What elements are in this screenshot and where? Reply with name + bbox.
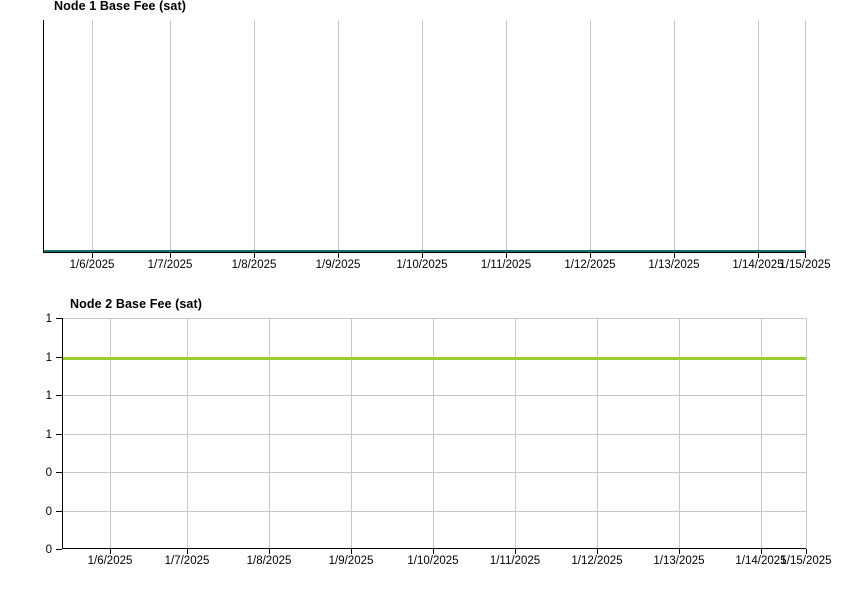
x-tick-mark xyxy=(269,549,270,554)
gridline-vertical xyxy=(170,20,171,253)
y-tick-mark: 0 xyxy=(46,467,62,479)
x-axis-label: 1/12/2025 xyxy=(564,259,616,271)
gridline-vertical xyxy=(422,20,423,253)
gridline-vertical xyxy=(674,20,675,253)
chart-1-title: Node 1 Base Fee (sat) xyxy=(54,0,187,13)
y-axis-label: 0 xyxy=(45,505,52,518)
y-tick-mark: 1 xyxy=(46,313,62,325)
chart-1-y-axis xyxy=(43,20,44,253)
x-axis-label: 1/6/2025 xyxy=(69,259,115,271)
x-tick-mark xyxy=(254,253,255,258)
gridline-vertical xyxy=(679,318,680,549)
y-axis-label: 1 xyxy=(45,390,52,402)
series-line-node-2 xyxy=(62,356,806,360)
y-tick-mark: 1 xyxy=(46,429,62,441)
y-axis-label: 1 xyxy=(45,351,52,364)
x-tick-mark xyxy=(806,549,807,554)
gridline-horizontal xyxy=(62,472,806,473)
x-tick-mark xyxy=(758,253,759,258)
x-axis-label: 1/9/2025 xyxy=(328,555,374,567)
gridline-horizontal xyxy=(62,433,806,435)
gridline-vertical xyxy=(590,20,591,253)
x-tick-mark xyxy=(761,549,762,554)
x-tick-mark xyxy=(170,253,171,258)
y-tick-mark: 1 xyxy=(46,390,62,402)
x-tick-mark xyxy=(679,549,680,554)
x-tick-mark xyxy=(674,253,675,258)
gridline-vertical xyxy=(515,318,516,549)
gridline-vertical xyxy=(597,318,598,549)
x-axis-label: 1/7/2025 xyxy=(164,555,210,567)
x-axis-label: 1/11/2025 xyxy=(489,555,541,567)
x-tick-mark xyxy=(422,253,423,258)
x-tick-mark xyxy=(338,253,339,258)
x-tick-mark xyxy=(110,549,111,554)
gridline-vertical xyxy=(433,318,434,549)
gridline-vertical xyxy=(254,20,255,253)
series-line-node-1 xyxy=(43,250,806,252)
chart-2-y-axis xyxy=(62,318,63,549)
x-axis-label: 1/7/2025 xyxy=(147,259,193,271)
x-axis-label: 1/15/2025 xyxy=(779,259,831,271)
x-axis-label: 1/10/2025 xyxy=(407,555,459,567)
gridline-vertical xyxy=(806,318,807,549)
y-axis-label: 0 xyxy=(45,544,52,556)
gridline-horizontal xyxy=(62,510,806,512)
x-tick-mark xyxy=(351,549,352,554)
x-tick-mark xyxy=(590,253,591,258)
chart-1-x-axis xyxy=(43,252,806,253)
gridline-horizontal xyxy=(62,395,806,396)
y-tick-mark: 0 xyxy=(46,544,62,556)
x-tick-mark xyxy=(187,549,188,554)
x-axis-label: 1/9/2025 xyxy=(315,259,361,271)
chart-node-1-base-fee: Node 1 Base Fee (sat) 1/6/2025 1/7/2025 xyxy=(0,0,860,290)
x-axis-label: 1/13/2025 xyxy=(653,555,705,567)
x-tick-mark xyxy=(433,549,434,554)
chart-node-2-base-fee: Node 2 Base Fee (sat) 1 1 1 xyxy=(0,292,860,600)
chart-1-plot-area: 1/6/2025 1/7/2025 1/8/2025 1/9/2025 1/10… xyxy=(43,20,831,271)
x-axis-label: 1/14/2025 xyxy=(735,555,787,567)
y-tick-mark: 1 xyxy=(46,352,62,364)
y-axis-label: 0 xyxy=(45,467,52,479)
gridline-vertical xyxy=(92,20,93,253)
x-tick-mark xyxy=(597,549,598,554)
x-tick-mark xyxy=(92,253,93,258)
gridline-vertical xyxy=(338,20,339,253)
x-axis-label: 1/6/2025 xyxy=(87,555,133,567)
y-tick-mark: 0 xyxy=(46,506,62,518)
x-tick-mark xyxy=(805,253,806,258)
chart-2-plot-area: 1 1 1 1 0 0 0 1/6/2025 1/7/20 xyxy=(46,313,832,567)
gridline-vertical xyxy=(758,20,759,253)
x-axis-label: 1/10/2025 xyxy=(396,259,448,271)
gridline-vertical xyxy=(187,318,188,549)
x-axis-label: 1/11/2025 xyxy=(480,259,532,271)
y-axis-label: 1 xyxy=(45,313,52,325)
x-axis-label: 1/15/2025 xyxy=(780,555,832,567)
gridline-horizontal xyxy=(62,318,806,319)
gridline-vertical xyxy=(351,318,352,549)
x-tick-mark xyxy=(506,253,507,258)
y-axis-label: 1 xyxy=(45,428,52,441)
x-axis-label: 1/13/2025 xyxy=(648,259,700,271)
gridline-vertical xyxy=(761,318,762,549)
gridline-vertical xyxy=(269,318,270,549)
x-axis-label: 1/14/2025 xyxy=(732,259,784,271)
chart-2-x-axis xyxy=(62,548,806,549)
gridline-vertical xyxy=(805,20,806,253)
chart-2-title: Node 2 Base Fee (sat) xyxy=(70,297,203,311)
gridline-vertical xyxy=(506,20,507,253)
x-axis-label: 1/8/2025 xyxy=(246,555,292,567)
x-axis-label: 1/8/2025 xyxy=(231,259,277,271)
gridline-vertical xyxy=(110,318,111,549)
x-axis-label: 1/12/2025 xyxy=(571,555,623,567)
x-tick-mark xyxy=(515,549,516,554)
